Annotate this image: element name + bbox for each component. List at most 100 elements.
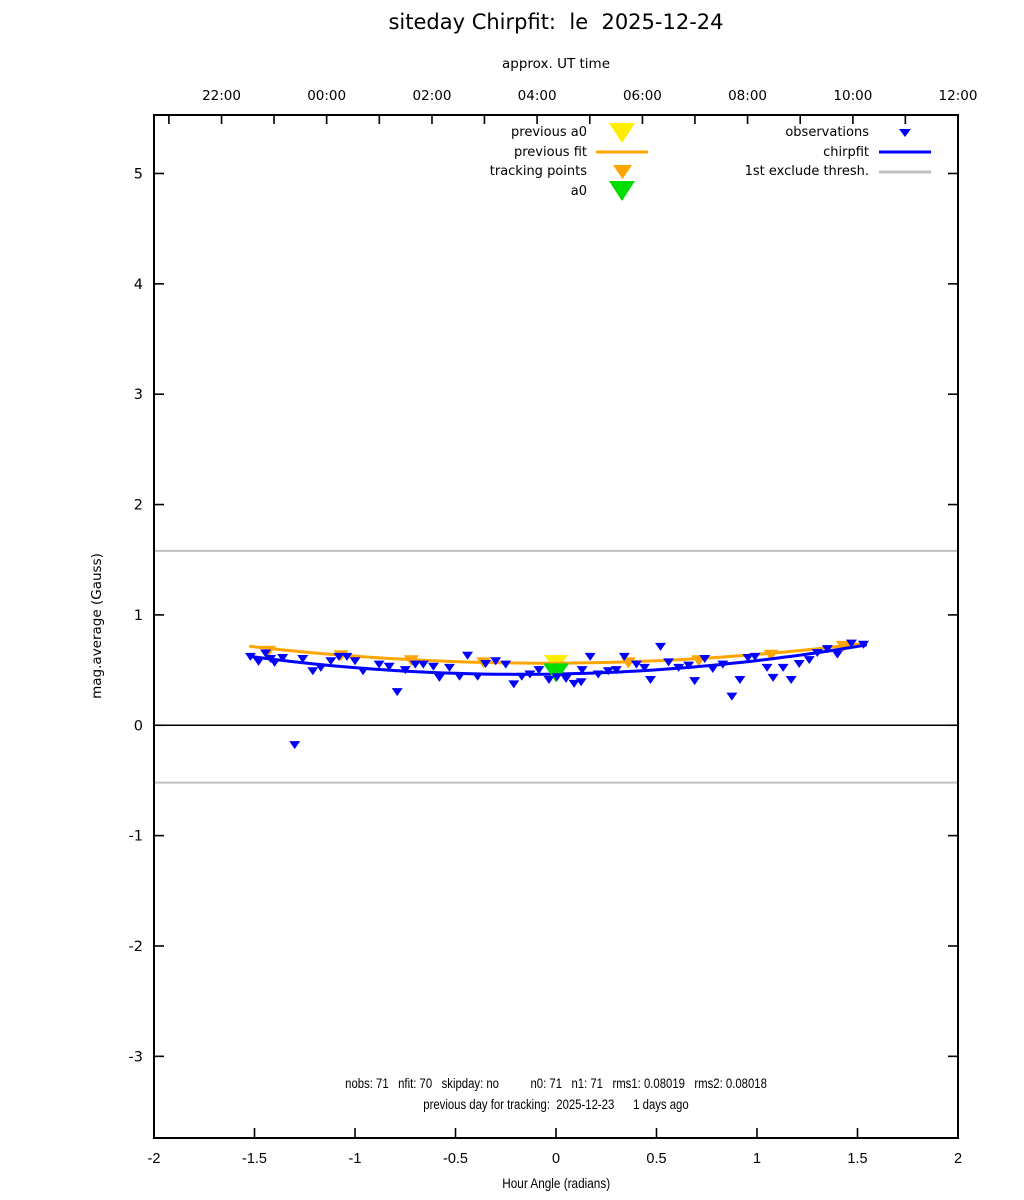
observations-point bbox=[373, 660, 385, 669]
observations-point bbox=[325, 657, 337, 666]
observations-point bbox=[277, 653, 289, 662]
x-tick-label: -2 bbox=[148, 1151, 161, 1167]
observations-point bbox=[443, 663, 455, 672]
legend-item-a0: a0 bbox=[0, 181, 657, 202]
legend-item-chirpfit: chirpfit bbox=[0, 143, 940, 163]
observations-point bbox=[749, 652, 761, 661]
observations-point bbox=[399, 666, 411, 675]
x-axis-title-text: Hour Angle (radians) bbox=[502, 1175, 610, 1191]
observations-point bbox=[592, 670, 604, 679]
stats-line-1-text: nobs: 71 nfit: 70 skipday: no n0: 71 n1:… bbox=[345, 1076, 767, 1091]
observations-point bbox=[638, 663, 650, 672]
top-tick-label: 10:00 bbox=[833, 88, 872, 104]
previous-fit-marker-icon bbox=[587, 149, 657, 155]
observations-point bbox=[543, 676, 555, 685]
observations-point bbox=[761, 663, 773, 672]
observations-point bbox=[383, 662, 395, 671]
observations-point bbox=[673, 663, 685, 672]
top-tick-label: 12:00 bbox=[939, 88, 978, 104]
y-tick-label: -1 bbox=[129, 829, 143, 845]
legend-item-tracking-points: tracking points bbox=[0, 162, 657, 182]
observations-point bbox=[289, 741, 301, 750]
observations-point bbox=[500, 660, 512, 669]
observations-point bbox=[490, 657, 502, 666]
observations-point bbox=[689, 677, 701, 686]
observations-point bbox=[726, 692, 738, 701]
y-tick-label: -2 bbox=[129, 939, 143, 955]
observations-point bbox=[433, 673, 445, 682]
stats-line-2-text: previous day for tracking: 2025-12-23 1 … bbox=[423, 1097, 689, 1112]
observations-point bbox=[845, 639, 857, 648]
observations-point bbox=[349, 657, 361, 666]
observations-point bbox=[409, 660, 421, 669]
observations-point bbox=[357, 667, 369, 676]
observations-point bbox=[707, 664, 719, 673]
x-axis-title: Hour Angle (radians) bbox=[154, 1175, 958, 1192]
top-axis-title: approx. UT time bbox=[502, 56, 610, 72]
legend-item-exclude-thresh: 1st exclude thresh. bbox=[0, 162, 940, 182]
a0-marker-icon bbox=[587, 181, 657, 202]
observations-point bbox=[767, 673, 779, 682]
observations-point bbox=[454, 672, 466, 681]
observations-point bbox=[253, 657, 265, 666]
observations-point bbox=[777, 663, 789, 672]
observations-point bbox=[644, 676, 656, 685]
observations-point bbox=[785, 676, 797, 685]
top-tick-label: 04:00 bbox=[518, 88, 557, 104]
legend-item-observations: observations bbox=[0, 123, 940, 143]
legend-label-previous-a0: previous a0 bbox=[511, 125, 587, 141]
observations-point bbox=[793, 660, 805, 669]
observations-point bbox=[315, 663, 327, 672]
observations-point bbox=[699, 655, 711, 664]
x-tick-label: 2 bbox=[954, 1151, 962, 1167]
observations-point bbox=[584, 652, 596, 661]
observations-point bbox=[610, 666, 622, 675]
observations-point bbox=[508, 680, 520, 689]
observations-point bbox=[260, 649, 272, 658]
x-tick-label: 1 bbox=[753, 1151, 761, 1167]
observations-point bbox=[244, 652, 256, 661]
stats-line-2: previous day for tracking: 2025-12-23 1 … bbox=[154, 1097, 958, 1113]
observations-point bbox=[297, 655, 309, 664]
previous-fit-curve bbox=[249, 641, 867, 665]
x-tick-label: -0.5 bbox=[443, 1151, 468, 1167]
observations-point bbox=[333, 652, 345, 661]
observations-point bbox=[734, 676, 746, 685]
legend-label-tracking-points: tracking points bbox=[489, 164, 587, 180]
observations-point bbox=[480, 660, 492, 669]
observations-point bbox=[427, 662, 439, 671]
observations-point bbox=[269, 658, 281, 667]
x-tick-label: 1.5 bbox=[847, 1151, 867, 1167]
observations-point bbox=[663, 658, 675, 667]
observations-point bbox=[821, 645, 833, 654]
legend-left-column: previous a0 previous fit tracking points… bbox=[0, 122, 657, 202]
x-tick-label: -1 bbox=[349, 1151, 362, 1167]
observations-point bbox=[462, 651, 474, 660]
observations-point bbox=[391, 688, 403, 697]
observations-point bbox=[803, 656, 815, 665]
observations-point bbox=[717, 660, 729, 669]
observations-point bbox=[575, 678, 587, 687]
observations-point bbox=[560, 674, 572, 683]
legend-label-observations: observations bbox=[785, 125, 869, 141]
chart-title: siteday Chirpfit: le 2025-12-24 bbox=[388, 10, 724, 34]
legend-item-previous-a0: previous a0 bbox=[0, 122, 657, 143]
exclude-thresh-marker-icon bbox=[869, 169, 940, 175]
plot-border bbox=[153, 114, 959, 1139]
observations-point bbox=[576, 666, 588, 675]
y-tick-label: 5 bbox=[134, 166, 143, 182]
tracking-points-marker-icon bbox=[587, 164, 657, 179]
legend-label-previous-fit: previous fit bbox=[514, 144, 587, 160]
observations-point bbox=[568, 679, 580, 688]
observations-point bbox=[524, 670, 536, 679]
legend-label-chirpfit: chirpfit bbox=[823, 144, 869, 160]
observations-point bbox=[472, 672, 484, 681]
top-tick-label: 02:00 bbox=[413, 88, 452, 104]
top-tick-label: 00:00 bbox=[307, 88, 346, 104]
y-tick-label: 4 bbox=[134, 277, 143, 293]
top-tick-label: 08:00 bbox=[728, 88, 767, 104]
y-tick-label: 3 bbox=[134, 387, 143, 403]
observations-point bbox=[307, 667, 319, 676]
